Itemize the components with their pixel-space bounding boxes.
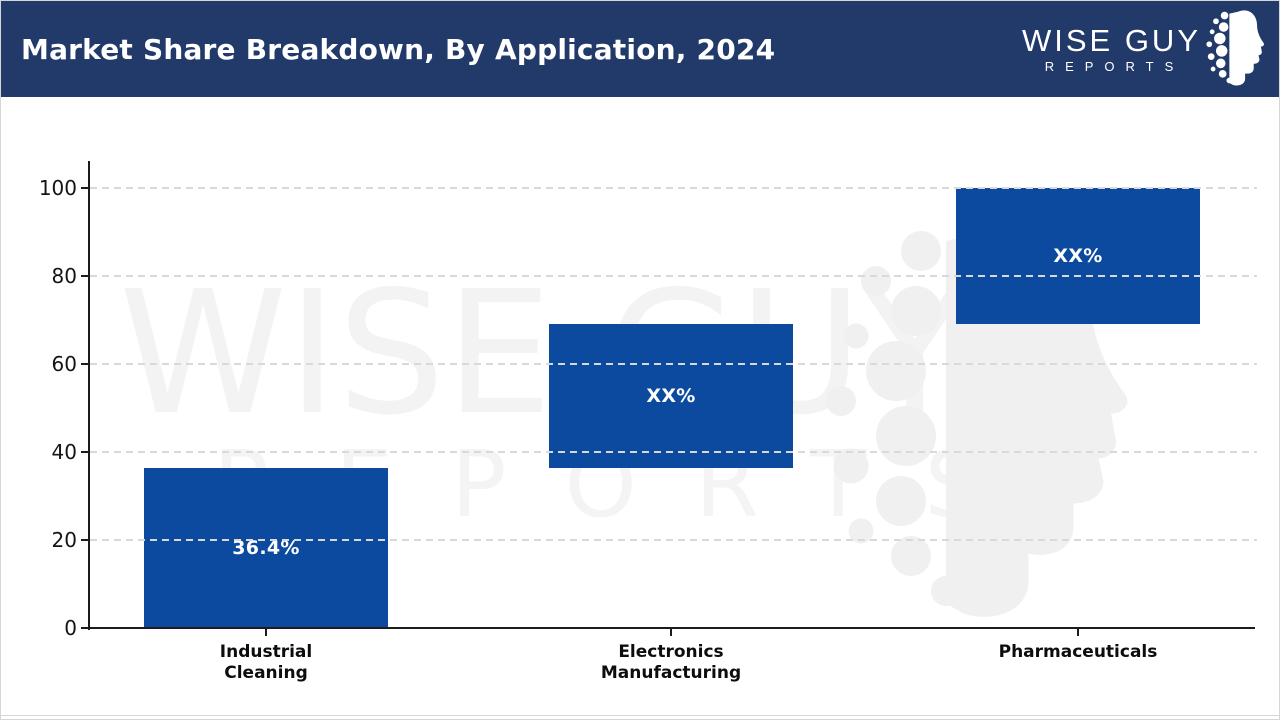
bar-pharmaceuticals: XX% bbox=[956, 188, 1200, 324]
x-category-label-1: Electronics Manufacturing bbox=[600, 642, 742, 683]
y-tick-20 bbox=[81, 539, 88, 541]
x-tick-1 bbox=[670, 629, 672, 636]
y-tick-0 bbox=[81, 627, 88, 629]
wiseguy-logo: WISE GUY REPORTS bbox=[1022, 6, 1271, 92]
y-tick-label-40: 40 bbox=[51, 440, 77, 464]
gridline-20 bbox=[90, 539, 1257, 541]
y-tick-60 bbox=[81, 363, 88, 365]
logo-subtext: REPORTS bbox=[1044, 59, 1185, 74]
y-tick-label-60: 60 bbox=[51, 352, 77, 376]
x-tick-0 bbox=[265, 629, 267, 636]
gridline-60 bbox=[90, 363, 1257, 365]
wiseguy-head-icon bbox=[1206, 10, 1265, 86]
page-title: Market Share Breakdown, By Application, … bbox=[21, 32, 776, 66]
bar-electronics-manufacturing: XX% bbox=[549, 323, 793, 468]
bottom-divider bbox=[1, 715, 1279, 716]
header-bar: Market Share Breakdown, By Application, … bbox=[1, 1, 1279, 97]
bar-value-label: 36.4% bbox=[232, 536, 300, 559]
y-tick-label-80: 80 bbox=[51, 264, 77, 288]
x-tick-2 bbox=[1077, 629, 1079, 636]
gridline-80 bbox=[90, 275, 1257, 277]
bar-value-label: XX% bbox=[1053, 244, 1103, 267]
logo-wordmark: WISE GUY bbox=[1021, 23, 1201, 58]
y-axis-line bbox=[88, 161, 90, 630]
y-tick-100 bbox=[81, 187, 88, 189]
watermark-wordmark: WISE GUY bbox=[119, 255, 967, 453]
gridline-100 bbox=[90, 187, 1257, 189]
x-category-label-2: Pharmaceuticals bbox=[998, 642, 1158, 662]
x-category-label-0: Industrial Cleaning bbox=[219, 642, 313, 683]
logo-text: WISE GUY REPORTS bbox=[1021, 23, 1201, 75]
y-tick-label-20: 20 bbox=[51, 528, 77, 552]
x-axis-line bbox=[88, 627, 1255, 629]
gridline-40 bbox=[90, 451, 1257, 453]
y-tick-40 bbox=[81, 451, 88, 453]
y-tick-label-0: 0 bbox=[64, 616, 77, 640]
bar-value-label: XX% bbox=[646, 384, 696, 407]
y-tick-label-100: 100 bbox=[38, 176, 77, 200]
y-tick-80 bbox=[81, 275, 88, 277]
bar-industrial-cleaning: 36.4% bbox=[144, 467, 388, 628]
